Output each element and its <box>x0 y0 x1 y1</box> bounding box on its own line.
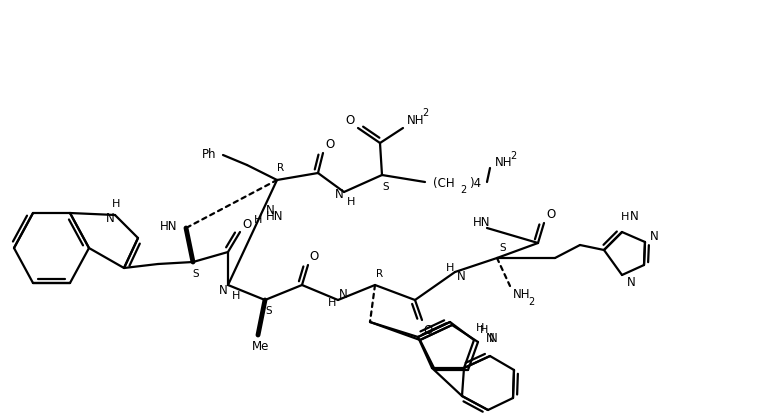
Text: N: N <box>338 288 348 301</box>
Text: HN: HN <box>160 221 178 234</box>
Text: N: N <box>486 331 494 344</box>
Text: 2: 2 <box>460 185 466 195</box>
Text: N: N <box>626 275 636 288</box>
Text: H: H <box>621 212 630 222</box>
Text: N: N <box>630 209 639 222</box>
Text: NH: NH <box>407 114 425 127</box>
Text: R: R <box>377 269 384 279</box>
Text: 2: 2 <box>510 151 516 161</box>
Text: H: H <box>446 263 454 273</box>
Text: Ph: Ph <box>202 148 216 161</box>
Text: (CH: (CH <box>433 178 455 191</box>
Text: H: H <box>254 215 262 225</box>
Text: O: O <box>423 324 432 336</box>
Text: S: S <box>266 306 272 316</box>
Text: N: N <box>649 230 659 244</box>
Text: S: S <box>193 269 199 279</box>
Text: H: H <box>347 197 355 207</box>
Text: HN: HN <box>266 211 283 224</box>
Text: N: N <box>335 189 343 201</box>
Text: )4: )4 <box>469 178 481 191</box>
Text: O: O <box>309 250 319 263</box>
Text: H: H <box>480 325 488 335</box>
Text: S: S <box>383 182 390 192</box>
Text: O: O <box>242 217 251 230</box>
Text: N: N <box>105 212 115 224</box>
Text: HN: HN <box>473 216 490 229</box>
Text: H: H <box>112 199 120 209</box>
Text: N: N <box>457 270 465 283</box>
Text: NH: NH <box>495 156 513 170</box>
Text: O: O <box>546 209 555 222</box>
Text: S: S <box>500 243 507 253</box>
Text: Me: Me <box>252 341 270 354</box>
Text: N: N <box>219 283 228 296</box>
Text: R: R <box>277 163 284 173</box>
Text: H: H <box>476 323 484 333</box>
Text: 2: 2 <box>422 108 428 118</box>
Text: H: H <box>328 298 336 308</box>
Text: N: N <box>489 331 497 344</box>
Text: H: H <box>231 291 240 301</box>
Text: NH: NH <box>513 288 530 301</box>
Text: O: O <box>325 138 335 151</box>
Text: N: N <box>266 204 274 217</box>
Text: O: O <box>345 114 354 127</box>
Text: 2: 2 <box>528 297 534 307</box>
